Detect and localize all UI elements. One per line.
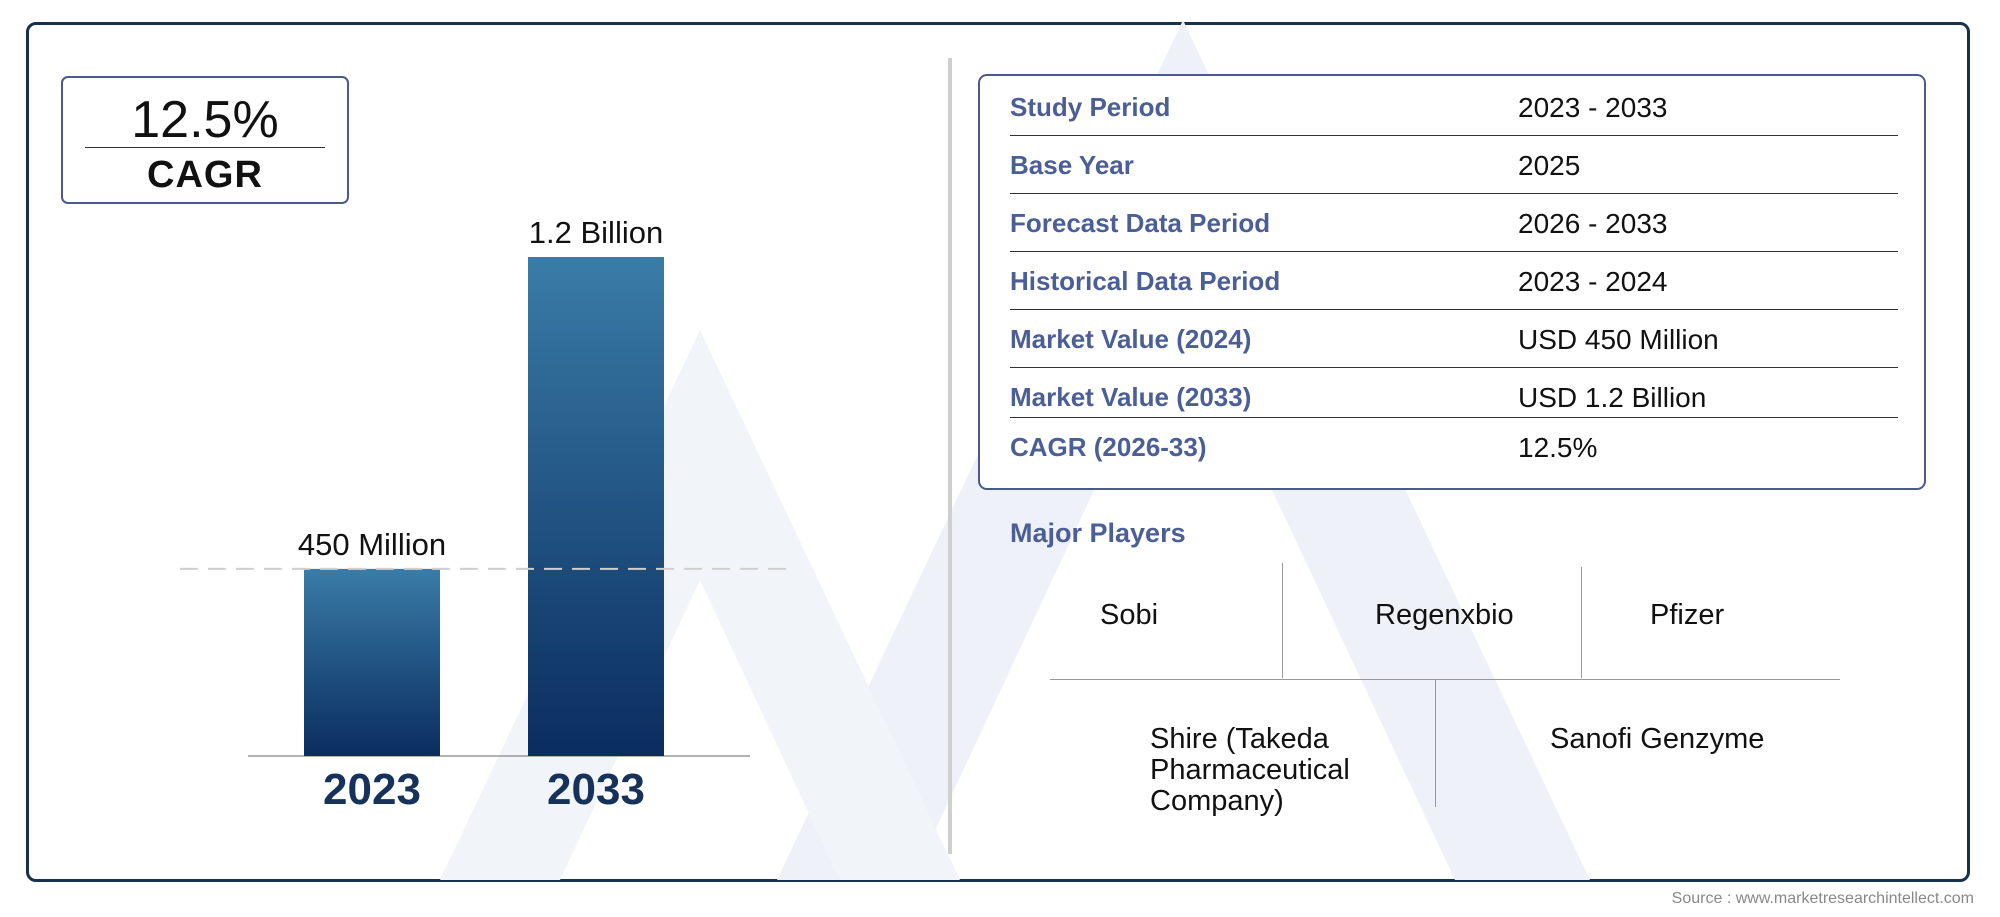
cagr-value: 12.5%: [131, 91, 279, 149]
summary-value: USD 450 Million: [1518, 324, 1719, 355]
summary-row-divider: [1010, 135, 1898, 136]
bar-2033: [528, 257, 664, 756]
summary-value: USD 1.2 Billion: [1518, 382, 1707, 413]
players-divider: [1435, 679, 1436, 807]
bar-value-label: 1.2 Billion: [529, 215, 663, 250]
player-sobi: Sobi: [1100, 599, 1159, 631]
summary-key: Study Period: [1010, 92, 1171, 122]
summary-key: CAGR (2026-33): [1010, 432, 1207, 462]
summary-row: Base Year 2025: [1010, 136, 1898, 194]
bar-value-label: 450 Million: [298, 527, 446, 562]
summary-key: Market Value (2033): [1010, 382, 1252, 412]
summary-value: 2023 - 2033: [1518, 92, 1668, 123]
cagr-divider: [85, 147, 325, 148]
players-divider: [1581, 567, 1582, 678]
summary-key: Market Value (2024): [1010, 324, 1252, 354]
summary-row: Market Value (2033) USD 1.2 Billion: [1010, 368, 1898, 418]
player-pfizer: Pfizer: [1650, 599, 1725, 631]
players-divider: [1282, 563, 1283, 678]
summary-row-divider: [1010, 193, 1898, 194]
player-shire: Shire (Takeda Pharmaceutical Company): [1150, 723, 1350, 817]
x-tick-label: 2023: [323, 765, 421, 814]
player-regenxbio: Regenxbio: [1375, 599, 1514, 631]
summary-row-divider: [1010, 417, 1898, 418]
summary-key: Forecast Data Period: [1010, 208, 1271, 238]
source-note: Source : www.marketresearchintellect.com: [1671, 890, 1974, 907]
players-divider: [1050, 679, 1840, 680]
summary-value: 12.5%: [1518, 432, 1598, 463]
summary-row-divider: [1010, 309, 1898, 310]
summary-row: Study Period 2023 - 2033: [1010, 78, 1898, 136]
summary-row-divider: [1010, 367, 1898, 368]
bar-2023: [304, 568, 440, 756]
major-players-title: Major Players: [1010, 518, 1186, 548]
summary-value: 2026 - 2033: [1518, 208, 1668, 239]
panel-divider: [948, 58, 952, 854]
summary-row: Forecast Data Period 2026 - 2033: [1010, 194, 1898, 252]
market-summary-table: Study Period 2023 - 2033 Base Year 2025 Fore…: [978, 74, 1926, 490]
summary-row: Market Value (2024) USD 450 Million: [1010, 310, 1898, 368]
summary-key: Historical Data Period: [1010, 266, 1281, 296]
summary-value: 2023 - 2024: [1518, 266, 1668, 297]
summary-key: Base Year: [1010, 150, 1134, 180]
cagr-label: CAGR: [147, 154, 263, 196]
summary-row: CAGR (2026-33) 12.5%: [1010, 418, 1898, 476]
summary-value: 2025: [1518, 150, 1581, 181]
x-tick-label: 2033: [547, 765, 645, 814]
summary-row: Historical Data Period 2023 - 2024: [1010, 252, 1898, 310]
player-sanofi-genzyme: Sanofi Genzyme: [1550, 723, 1765, 755]
summary-row-divider: [1010, 251, 1898, 252]
cagr-box: 12.5% CAGR: [61, 76, 349, 204]
